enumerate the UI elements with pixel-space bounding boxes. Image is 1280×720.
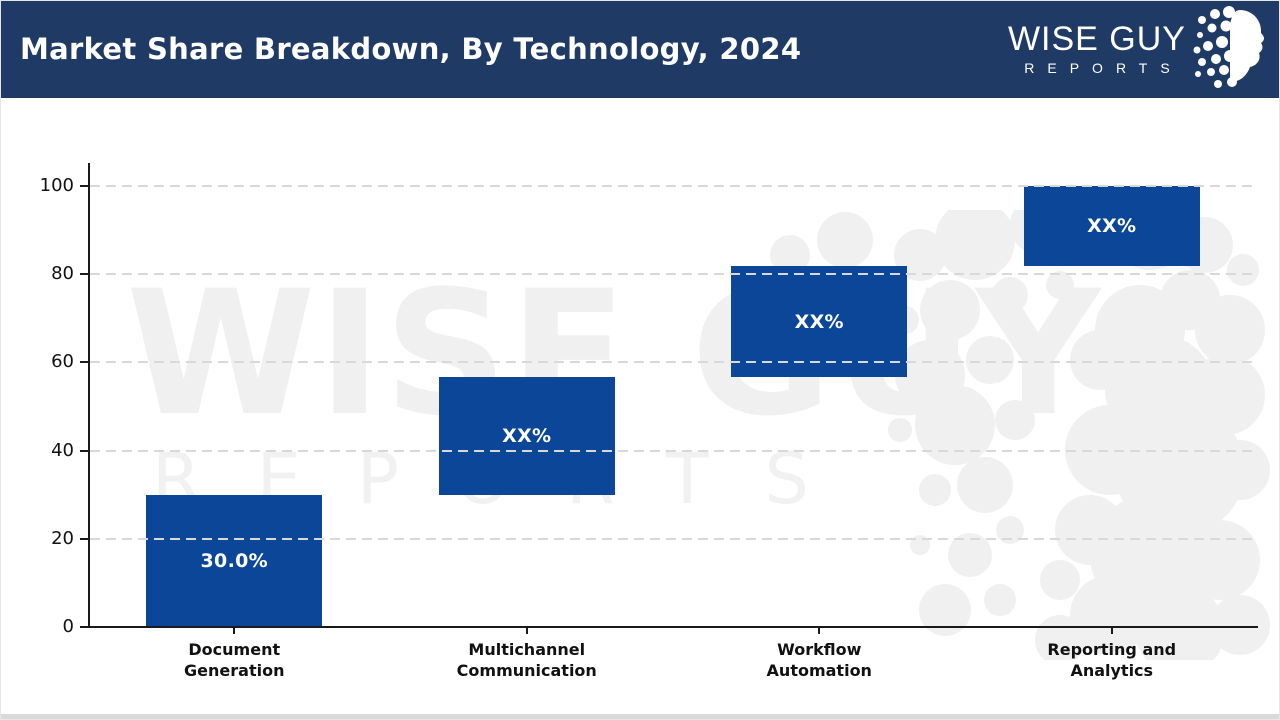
gridline-20 [90,537,1258,540]
brand-logo: WISE GUY REPORTS [1008,6,1266,92]
y-tick-label-100: 100 [39,175,74,196]
x-tick-3 [818,628,821,634]
y-tick-20 [80,537,88,540]
y-tick-40 [80,449,88,452]
bar-value-label: XX% [1087,214,1137,237]
gridline-40 [90,449,1258,452]
x-tick-4 [1110,628,1113,634]
bar-value-label: XX% [502,425,552,448]
category-label-4: Reporting and Analytics [1047,640,1177,680]
y-tick-label-80: 80 [51,263,74,285]
y-tick-80 [80,273,88,276]
y-tick-label-0: 0 [62,616,74,637]
category-label-3: Workflow Automation [766,640,872,680]
category-label-2: Multichannel Communication [456,640,597,680]
category-label-1: Document Generation [184,640,285,680]
bar-4: XX% [1023,186,1200,266]
bar-3: XX% [731,265,908,378]
gridline-100 [90,185,1258,187]
y-tick-0 [80,626,88,628]
brand-logo-text: WISE GUY REPORTS [1007,19,1186,77]
x-axis-spine [88,626,1258,628]
gridline-60 [90,361,1258,364]
y-tick-label-60: 60 [51,351,74,373]
x-tick-1 [233,628,236,634]
bar-value-label: 30.0% [200,549,268,572]
y-tick-60 [80,361,88,364]
y-tick-100 [80,185,88,187]
header-bar: Market Share Breakdown, By Technology, 2… [0,0,1280,98]
y-tick-label-20: 20 [51,527,74,549]
brand-subtitle: REPORTS [1024,60,1183,77]
y-tick-label-40: 40 [51,439,74,461]
y-axis-spine [88,163,90,628]
gridline-80 [90,273,1258,276]
bar-2: XX% [438,377,615,495]
x-tick-2 [525,628,528,634]
wise-guy-head-icon [1193,6,1264,88]
bar-value-label: XX% [794,310,844,333]
brand-name: WISE GUY [1007,19,1186,58]
bottom-strip [0,714,1280,720]
page-title: Market Share Breakdown, By Technology, 2… [20,32,802,66]
bar-1: 30.0% [146,494,323,627]
